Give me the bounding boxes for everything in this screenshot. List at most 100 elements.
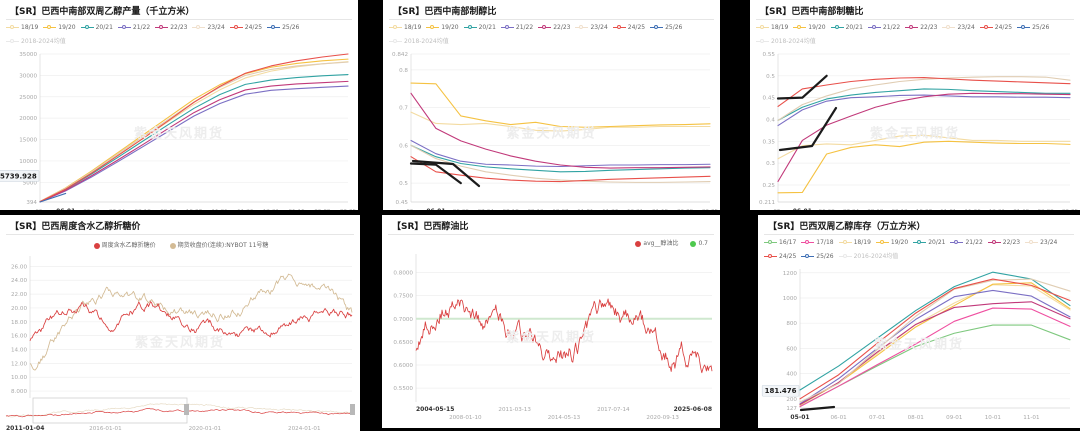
legend-item-21-22[interactable]: 21/22 (867, 23, 900, 32)
legend-item-24-25[interactable]: 24/25 (764, 252, 796, 261)
svg-text:8.000: 8.000 (11, 389, 27, 395)
panel-ethanol-gasoline-ratio: 【SR】巴西醇油比 avg__醇油比 0.7 紫金天风期货 0.5500 0.600… (382, 215, 720, 428)
svg-hydrous-ratio: 0.45 0.5 0.6 0.7 0.8 0.842 05- 06-01 06-29 07-24 0… (392, 52, 719, 210)
legend-sugar-ratio[interactable]: 18/19 19/20 20/21 21/22 22/23 23/24 24/25 25/26… (750, 20, 1080, 46)
legend-item-16-17[interactable]: 16/17 (764, 238, 796, 247)
legend-item-20-21[interactable]: 20/21 (463, 23, 496, 32)
svg-ethanol-sugar-price[interactable]: 8.000 10.00 12.00 14.00 16.00 18.00 20.00 22.00… (0, 250, 360, 431)
legend-ethanol-stock[interactable]: 16/17 17/18 18/19 19/20 20/21 21/22 22/23 23/24… (758, 235, 1080, 261)
legend-item-21-22[interactable]: 21/22 (117, 23, 150, 32)
legend-line-marker-icon (267, 24, 281, 31)
svg-text:06-01: 06-01 (793, 208, 812, 210)
legend-item-18-19[interactable]: 18/19 (838, 238, 871, 247)
svg-text:0.5: 0.5 (766, 74, 775, 80)
panel-ethanol-production: 【SR】巴西中南部双周乙醇产量（千立方米） 18/19 19/20 20/21 21/… (0, 0, 358, 210)
legend-line-marker-icon (1017, 24, 1031, 31)
legend-label: 2018-2024均值 (21, 38, 66, 45)
legend-item-20-21[interactable]: 20/21 (830, 23, 863, 32)
svg-text:2011-03-13: 2011-03-13 (498, 407, 531, 413)
legend-item-18-19[interactable]: 18/19 (6, 23, 38, 32)
legend-line-marker-icon (650, 24, 664, 31)
legend-label: 21/22 (965, 239, 983, 246)
legend-line-marker-icon (6, 38, 19, 45)
legend-item-19-20[interactable]: 19/20 (793, 23, 826, 32)
legend-label: 18/19 (404, 24, 422, 31)
legend-item-25-26[interactable]: 25/26 (1017, 23, 1049, 32)
legend-item-18-19[interactable]: 18/19 (389, 23, 421, 32)
legend-ethanol-gasoline-ratio[interactable]: avg__醇油比 0.7 (382, 235, 720, 248)
legend-item-25-26[interactable]: 25/26 (801, 252, 834, 261)
legend-label: 25/26 (1032, 24, 1050, 31)
legend-item-18-19[interactable]: 18/19 (756, 23, 788, 32)
legend-label: 24/25 (627, 24, 646, 31)
svg-text:10-01: 10-01 (985, 415, 1002, 421)
legend-dot-icon (169, 242, 176, 249)
legend-item-23-24[interactable]: 23/24 (942, 23, 975, 32)
svg-text:2016-01-01: 2016-01-01 (89, 426, 122, 431)
legend-item-周度含水乙醇折糖价[interactable]: 周度含水乙醇折糖价 (93, 241, 156, 250)
svg-text:09-12: 09-12 (892, 209, 908, 210)
legend-item-22-23[interactable]: 22/23 (905, 23, 937, 32)
legend-item-23-24[interactable]: 23/24 (192, 23, 225, 32)
legend-line-marker-icon (575, 24, 589, 31)
legend-line-marker-icon (942, 24, 956, 31)
legend-ethanol-sugar-price[interactable]: 周度含水乙醇折糖价 期货收盘价(连续):NYBOT 11号糖 (0, 235, 360, 250)
chart-cell-ethanol-production: 【SR】巴西中南部双周乙醇产量（千立方米） 18/19 19/20 20/21 21/… (0, 0, 360, 215)
svg-text:0.7000: 0.7000 (393, 317, 413, 323)
legend-line-marker-icon (838, 239, 852, 246)
plot-ethanol-stock: 紫金天风期货 200 400 600 800 1000 1200 127 05-01 06-01… (758, 261, 1080, 424)
svg-text:0.7: 0.7 (399, 106, 408, 112)
legend-item-20-21[interactable]: 20/21 (913, 238, 945, 247)
legend-item-22-23[interactable]: 22/23 (155, 23, 187, 32)
legend-line-marker-icon (793, 24, 807, 31)
plot-sugar-ratio: 紫金天风期货 0.2110.250.30.350.40.450.50.5505-… (750, 46, 1080, 210)
legend-item-24-25[interactable]: 24/25 (229, 23, 263, 32)
legend-item-24-25[interactable]: 24/25 (979, 23, 1012, 32)
legend-item-21-22[interactable]: 21/22 (500, 23, 533, 32)
svg-ethanol-production: 5000 10000 15000 20000 25000 30000 35000 394 05-… (0, 52, 357, 210)
svg-text:16.00: 16.00 (11, 334, 27, 340)
legend-line-marker-icon (538, 24, 552, 31)
svg-text:11-01: 11-01 (1023, 415, 1040, 421)
legend-item-17-18[interactable]: 17/18 (801, 238, 834, 247)
legend-item-19-20[interactable]: 19/20 (43, 23, 76, 32)
legend-item-23-24[interactable]: 23/24 (575, 23, 608, 32)
legend-item-22-23[interactable]: 22/23 (987, 238, 1020, 247)
chart-cell-ethanol-stock: 【SR】巴西双周乙醇库存（万立方米） 16/17 17/18 18/19 19/20 2… (720, 215, 1080, 431)
legend-item-2018-2024均值[interactable]: 2018-2024均值 (389, 37, 449, 46)
legend-label: 18/19 (21, 24, 39, 31)
legend-line-marker-icon (612, 24, 626, 31)
legend-item-23-24[interactable]: 23/24 (1025, 238, 1057, 247)
svg-text:12-21: 12-21 (263, 209, 280, 210)
legend-hydrous-ratio[interactable]: 18/19 19/20 20/21 21/22 22/23 23/24 24/25 25/26… (383, 20, 720, 46)
legend-line-marker-icon (950, 239, 964, 246)
legend-item-期货收盘价-连续--NYBOT-11号糖[interactable]: 期货收盘价(连续):NYBOT 11号糖 (169, 241, 268, 250)
svg-text:0.55: 0.55 (763, 52, 776, 58)
legend-item-19-20[interactable]: 19/20 (875, 238, 908, 247)
svg-text:24.00: 24.00 (11, 278, 27, 284)
legend-item-19-20[interactable]: 19/20 (426, 23, 459, 32)
panel-ethanol-stock: 【SR】巴西双周乙醇库存（万立方米） 16/17 17/18 18/19 19/20 2… (758, 215, 1080, 428)
svg-ethanol-stock: 200 400 600 800 1000 1200 127 05-01 06-01 07-01 08… (761, 269, 1071, 421)
legend-item-25-26[interactable]: 25/26 (650, 23, 682, 32)
svg-text:06-01: 06-01 (56, 208, 75, 210)
svg-text:200: 200 (786, 397, 797, 403)
legend-item-21-22[interactable]: 21/22 (950, 238, 983, 247)
svg-text:10-07: 10-07 (552, 209, 569, 210)
svg-text:12.00: 12.00 (11, 361, 27, 367)
legend-label: 24/25 (244, 24, 263, 31)
legend-item-0-7[interactable]: 0.7 (690, 239, 708, 248)
legend-item-avg--醇油比[interactable]: avg__醇油比 (635, 239, 678, 248)
legend-label: 2018-2024均值 (771, 38, 816, 45)
legend-item-20-21[interactable]: 20/21 (80, 23, 113, 32)
legend-item-24-25[interactable]: 24/25 (612, 23, 646, 32)
legend-item-22-23[interactable]: 22/23 (538, 23, 570, 32)
legend-item-25-26[interactable]: 25/26 (267, 23, 299, 32)
legend-item-2018-2024均值[interactable]: 2018-2024均值 (6, 37, 66, 46)
legend-ethanol-production[interactable]: 18/19 19/20 20/21 21/22 22/23 23/24 24/25 25/26… (0, 20, 358, 46)
legend-label: 25/26 (282, 24, 300, 31)
legend-item-2016-2024均值[interactable]: 2016-2024均值 (838, 252, 898, 261)
legend-item-2018-2024均值[interactable]: 2018-2024均值 (756, 37, 816, 46)
title-divider (764, 234, 1074, 235)
legend-label: 19/20 (441, 24, 459, 31)
